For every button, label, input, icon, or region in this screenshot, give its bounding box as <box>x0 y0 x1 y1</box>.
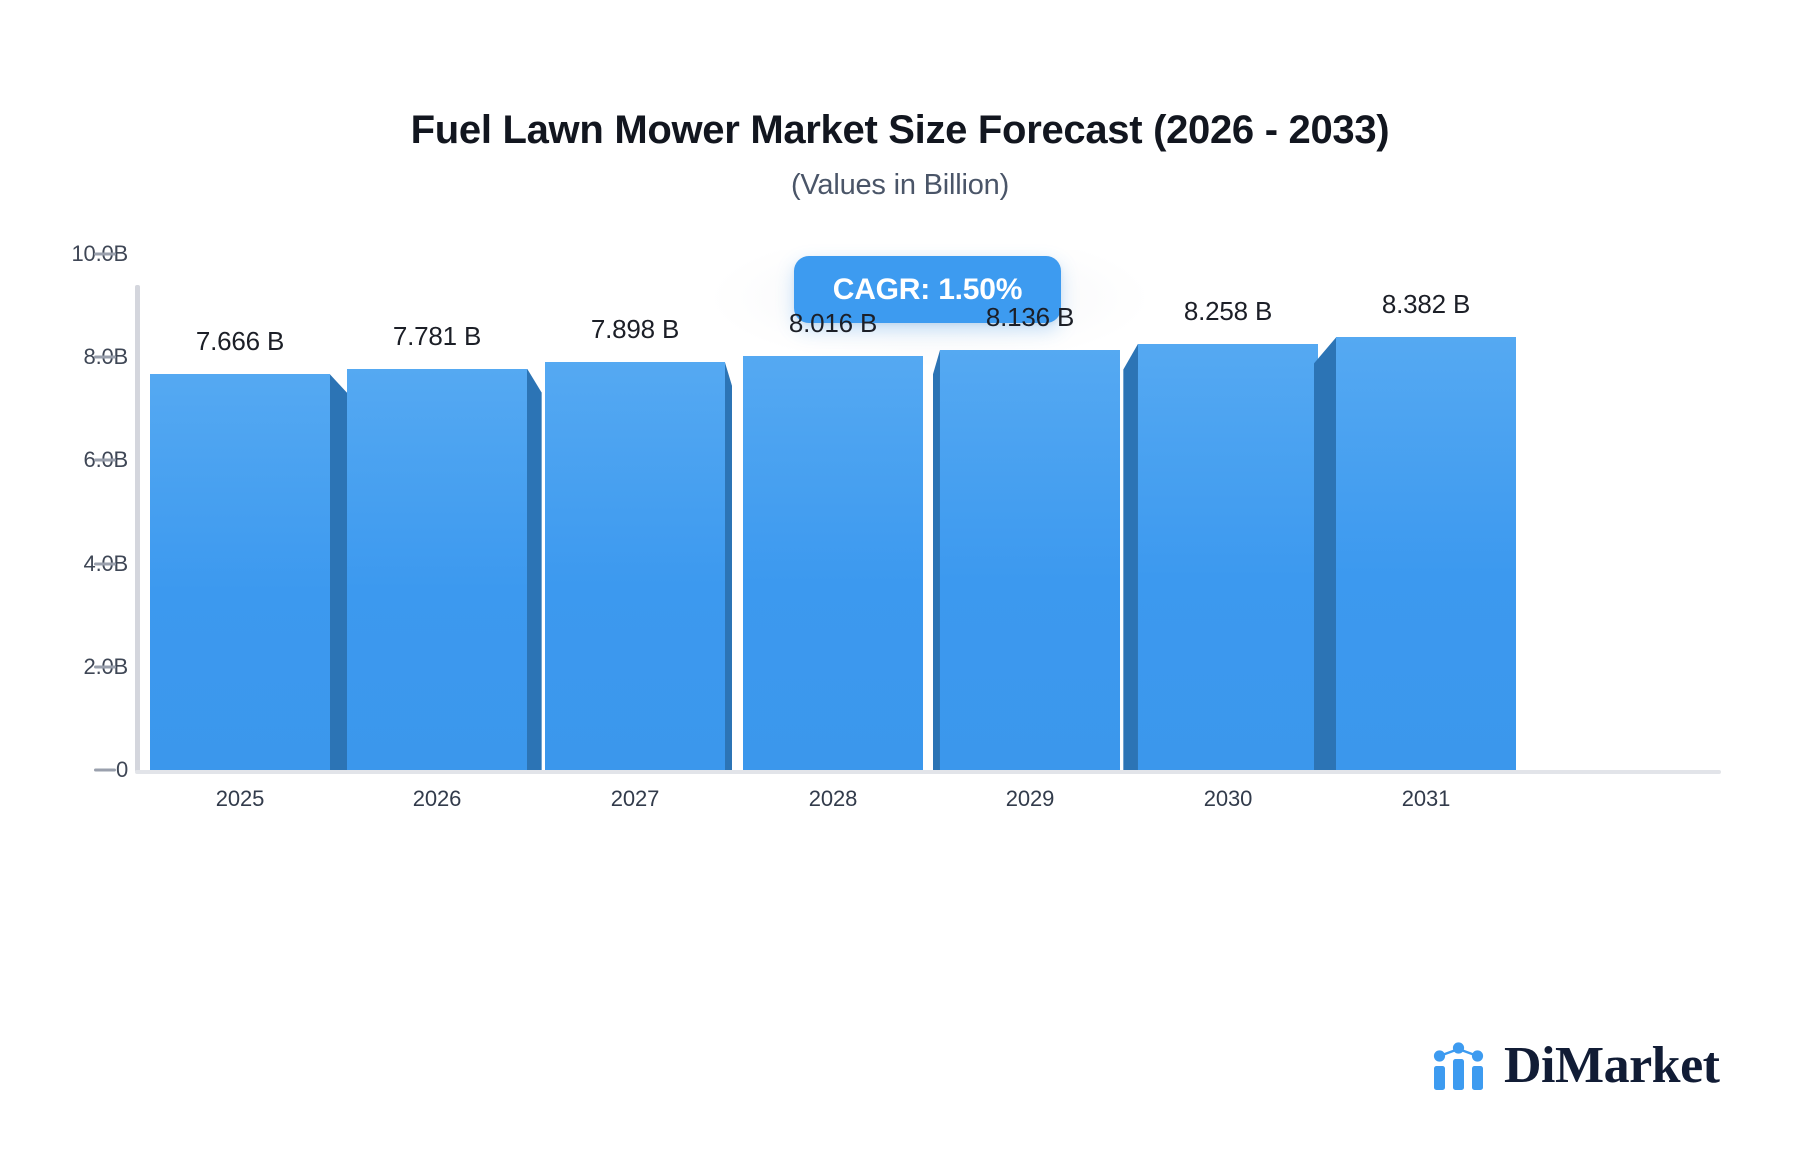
y-axis-tick-mark <box>94 562 116 566</box>
y-axis-tick-mark <box>94 665 116 669</box>
y-axis-tick-mark <box>94 768 116 772</box>
bar-front-face <box>1138 343 1318 770</box>
y-axis-tick-label: 0 <box>115 757 128 782</box>
bar-value-label: 8.136 B <box>985 302 1075 333</box>
bar-side-face <box>932 350 940 770</box>
brand-logo: DiMarket <box>1432 1037 1720 1094</box>
bar-side-face <box>527 368 542 770</box>
x-axis-tick-label: 2030 <box>1203 786 1253 811</box>
x-axis-line <box>135 770 1721 774</box>
y-axis-tick-mark <box>94 355 116 359</box>
bar-side-face <box>1123 343 1138 770</box>
bar-front-face <box>150 374 330 770</box>
brand-name: DiMarket <box>1504 1037 1720 1094</box>
bar-front-face <box>743 356 923 770</box>
bar-side-face <box>1314 337 1336 770</box>
bar-side-face <box>330 374 352 770</box>
bar-value-label: 7.898 B <box>590 314 680 345</box>
x-axis-tick-label: 2028 <box>808 786 858 811</box>
bar-value-label: 7.781 B <box>392 320 482 351</box>
page-title: Fuel Lawn Mower Market Size Forecast (20… <box>410 108 1390 152</box>
x-axis-tick-label: 2029 <box>1005 786 1055 811</box>
bar-value-label: 8.382 B <box>1381 289 1471 320</box>
bar-value-label: 8.016 B <box>788 308 878 339</box>
bar-front-face <box>940 350 1120 770</box>
y-axis-tick-mark <box>94 458 116 462</box>
bar-front-face <box>1336 337 1516 770</box>
bar-front-face <box>545 362 725 770</box>
x-axis-tick-label: 2027 <box>610 786 660 811</box>
bar-side-face <box>725 362 733 770</box>
y-axis-spine <box>135 285 140 772</box>
cagr-badge-label: CAGR: 1.50% <box>832 272 1023 306</box>
bar-chart-dots-icon <box>1432 1040 1490 1092</box>
x-axis-tick-label: 2026 <box>412 786 462 811</box>
x-axis-tick-label: 2031 <box>1401 786 1451 811</box>
y-axis-tick-mark <box>94 252 116 256</box>
bar-front-face <box>347 368 527 770</box>
cagr-badge[interactable]: CAGR: 1.50% <box>794 256 1061 323</box>
bar-value-label: 7.666 B <box>195 326 285 357</box>
x-axis-tick-label: 2025 <box>215 786 265 811</box>
chart-subtitle: (Values in Billion) <box>790 168 1010 201</box>
bar-value-label: 8.258 B <box>1183 295 1273 326</box>
title-block: Fuel Lawn Mower Market Size Forecast (20… <box>0 108 1800 202</box>
